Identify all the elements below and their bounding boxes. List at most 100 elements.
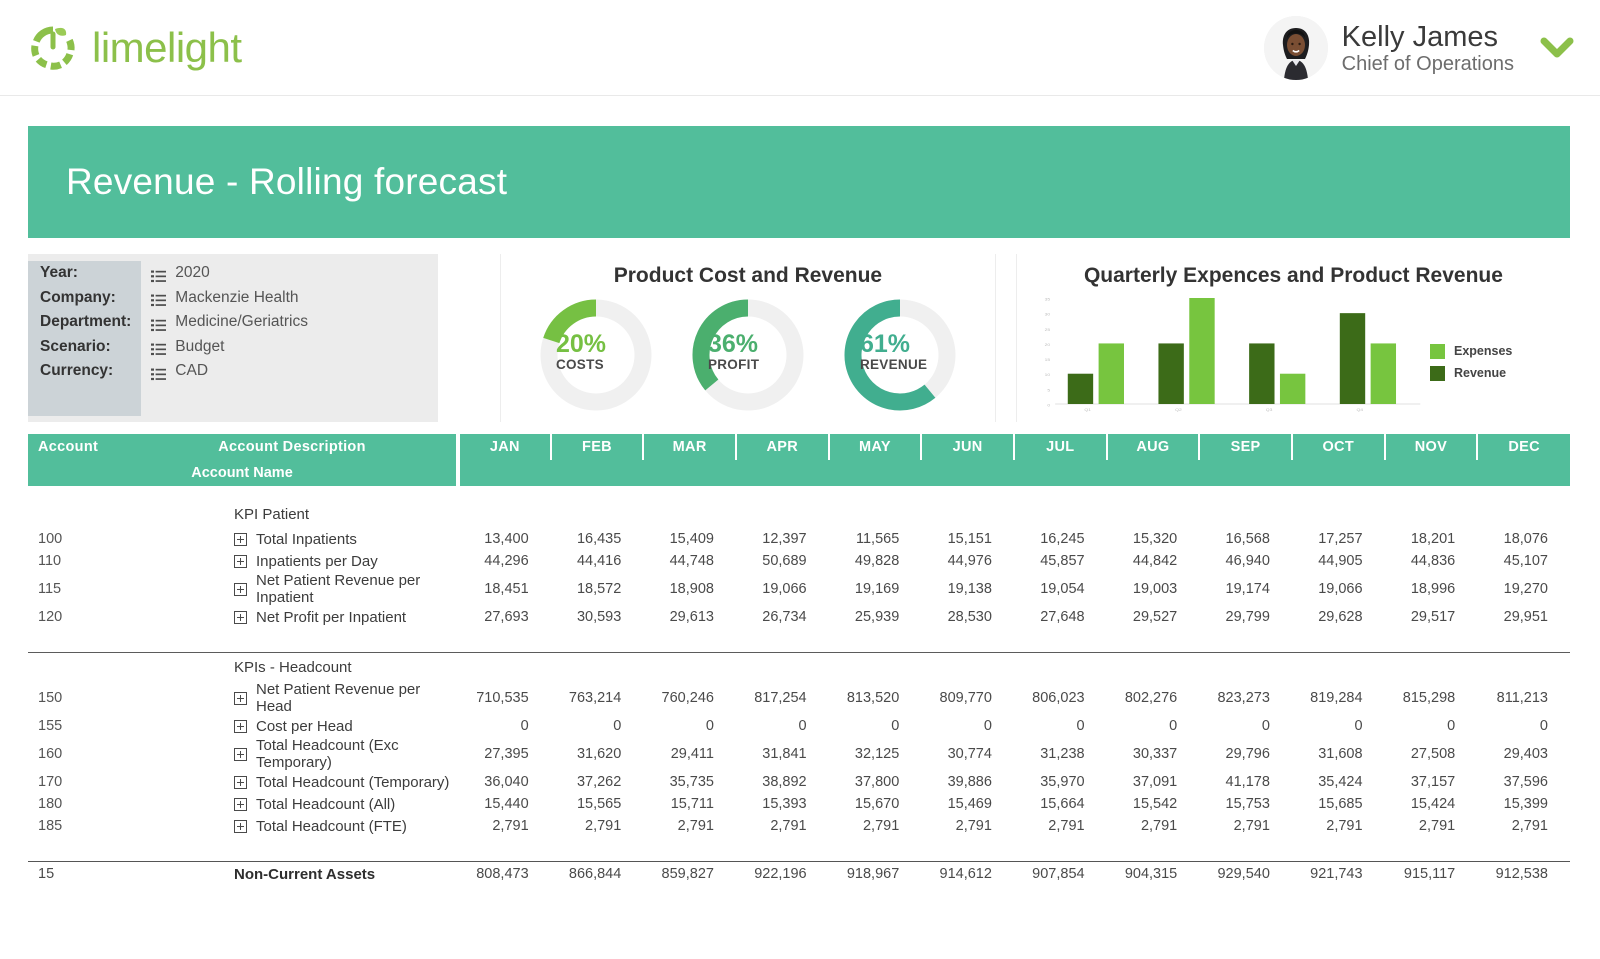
row-value: 37,262 [576,774,622,790]
filter-row-year[interactable]: 2020 [151,261,308,286]
total-row[interactable]: 15 Non-Current Assets 808,473 866,844 859,82… [28,860,1570,887]
table-row[interactable]: 185 Total Headcount (FTE) 2,791 2,791 2,791 2… [28,815,1570,837]
col-header-dec[interactable]: DEC [1477,434,1570,460]
row-account: 120 [38,609,63,625]
row-value: 809,770 [939,690,992,706]
total-value: 922,196 [735,860,829,887]
filter-row-department[interactable]: Medicine/Geriatrics [151,310,308,335]
user-name: Kelly James [1341,20,1498,53]
row-value: 2,791 [862,818,900,834]
list-icon [151,316,167,331]
col-header-may[interactable]: MAY [828,434,923,460]
page-title: Revenue - Rolling forecast [66,161,508,202]
row-value: 815,298 [1402,690,1456,706]
filter-row-currency[interactable]: CAD [151,359,308,384]
col-header-aug[interactable]: AUG [1106,434,1201,460]
col-header-description[interactable]: Account Description [128,434,460,460]
expand-icon[interactable] [234,610,247,624]
expand-icon[interactable] [234,691,247,705]
col-header-feb[interactable]: FEB [550,434,645,460]
col-header-sep[interactable]: SEP [1199,434,1293,460]
row-description: Total Headcount (Temporary) [128,771,458,793]
row-value: 806,023 [1032,690,1085,706]
col-header-nov[interactable]: NOV [1384,434,1479,460]
expand-icon[interactable] [234,582,247,596]
total-value: 915,117 [1384,860,1478,887]
row-value: 31,608 [1318,746,1363,762]
row-account: 160 [38,746,63,762]
filter-labels: Year: Company: Department: Scenario: Cur… [28,261,142,416]
row-value: 817,254 [754,690,807,706]
row-value: 0 [1354,718,1363,734]
table-row[interactable]: 100 Total Inpatients 13,400 16,435 15,409 12,… [28,528,1570,550]
filter-row-company[interactable]: Mackenzie Health [151,286,308,311]
row-value: 0 [1447,718,1456,734]
expand-icon[interactable] [234,775,247,789]
row-value: 36,040 [484,774,529,790]
brand-logo[interactable]: limelight [22,17,242,79]
row-value: 15,711 [670,796,714,812]
svg-text:10: 10 [1045,373,1051,377]
expand-icon[interactable] [234,532,247,546]
lime-slice-icon [22,17,84,79]
donut-group: 20% COSTS 36% PROFIT [530,294,966,416]
col-header-oct[interactable]: OCT [1291,434,1386,460]
total-value: 907,854 [1013,860,1107,887]
row-value: 802,276 [1124,690,1178,706]
table-row[interactable]: 150 Net Patient Revenue per Head 710,535 76… [28,681,1570,715]
product-cost-revenue-chart: Product Cost and Revenue 20% COSTS 36 [500,254,996,422]
expand-icon[interactable] [234,554,247,568]
row-value: 19,066 [762,581,807,597]
total-value: 912,538 [1477,860,1570,887]
row-value: 44,905 [1318,553,1363,569]
table-row[interactable]: 110 Inpatients per Day 44,296 44,416 44,748 5… [28,550,1570,572]
row-value: 27,693 [484,609,529,625]
row-value: 25,939 [854,609,900,625]
expand-icon[interactable] [234,797,247,811]
row-description: Net Patient Revenue per Head [128,681,458,715]
col-header-mar[interactable]: MAR [643,434,737,460]
user-role: Chief of Operations [1341,53,1514,76]
expand-icon[interactable] [234,747,247,761]
user-menu[interactable]: Kelly James Chief of Operations [1263,0,1574,96]
col-header-jul[interactable]: JUL [1013,434,1108,460]
row-value: 35,970 [1040,774,1085,790]
table-row[interactable]: 115 Net Patient Revenue per Inpatient 18,4… [28,572,1570,606]
filter-row-scenario[interactable]: Budget [151,335,308,360]
table-row[interactable]: 160 Total Headcount (Exc Temporary) 27,395… [28,737,1570,771]
row-value: 29,403 [1503,746,1548,762]
row-value: 27,508 [1410,746,1456,762]
col-header-jan[interactable]: JAN [458,434,552,460]
table-row[interactable]: 180 Total Headcount (All) 15,440 15,565 15,7… [28,793,1570,815]
col-header-jun[interactable]: JUN [921,434,1015,460]
row-description: Cost per Head [128,715,458,737]
row-value: 2,791 [1048,818,1085,834]
row-account: 150 [38,690,63,706]
donut-revenue-value: 61% [859,330,910,358]
table-spacer [28,486,1570,500]
svg-text:Q2: Q2 [1175,407,1182,411]
row-value: 18,201 [1410,531,1456,547]
filter-label-department: Department: [40,313,132,330]
table-row[interactable]: 170 Total Headcount (Temporary) 36,040 37,2… [28,771,1570,793]
table-row[interactable]: 155 Cost per Head 0 0 0 0 0 0 0 0 0 0 0 0 [28,715,1570,737]
expand-icon[interactable] [234,719,247,733]
row-value: 27,648 [1040,609,1085,625]
col-header-apr[interactable]: APR [735,434,830,460]
chevron-down-icon[interactable] [1540,35,1574,61]
row-value: 15,409 [669,531,714,547]
row-description: Net Profit per Inpatient [128,606,458,628]
expand-icon[interactable] [234,819,247,833]
row-value: 2,791 [492,818,529,834]
group-account [28,500,128,528]
table-row[interactable]: 120 Net Profit per Inpatient 27,693 30,593 2… [28,606,1570,628]
row-value: 37,800 [854,774,900,790]
row-value: 27,395 [484,746,529,762]
svg-text:Q4: Q4 [1356,407,1363,411]
row-value: 31,841 [762,746,807,762]
filter-panel[interactable]: Year: Company: Department: Scenario: Cur… [28,254,438,422]
col-header-account[interactable]: Account [28,434,128,460]
row-value: 29,951 [1503,609,1548,625]
row-value: 2,791 [1233,818,1270,834]
svg-text:35: 35 [1045,297,1051,301]
